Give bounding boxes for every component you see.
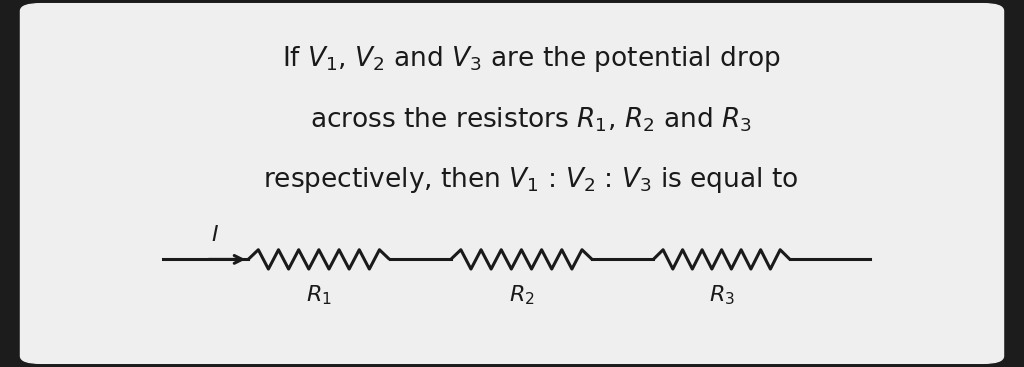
- Text: respectively, then $V_1$ : $V_2$ : $V_3$ is equal to: respectively, then $V_1$ : $V_2$ : $V_3$…: [263, 165, 799, 195]
- Text: If $V_1$, $V_2$ and $V_3$ are the potential drop: If $V_1$, $V_2$ and $V_3$ are the potent…: [282, 44, 780, 74]
- Text: $R_2$: $R_2$: [509, 284, 535, 307]
- Text: $R_3$: $R_3$: [709, 284, 734, 307]
- Text: $R_1$: $R_1$: [306, 284, 332, 307]
- Text: $I$: $I$: [211, 225, 219, 245]
- Text: across the resistors $R_1$, $R_2$ and $R_3$: across the resistors $R_1$, $R_2$ and $R…: [310, 105, 752, 134]
